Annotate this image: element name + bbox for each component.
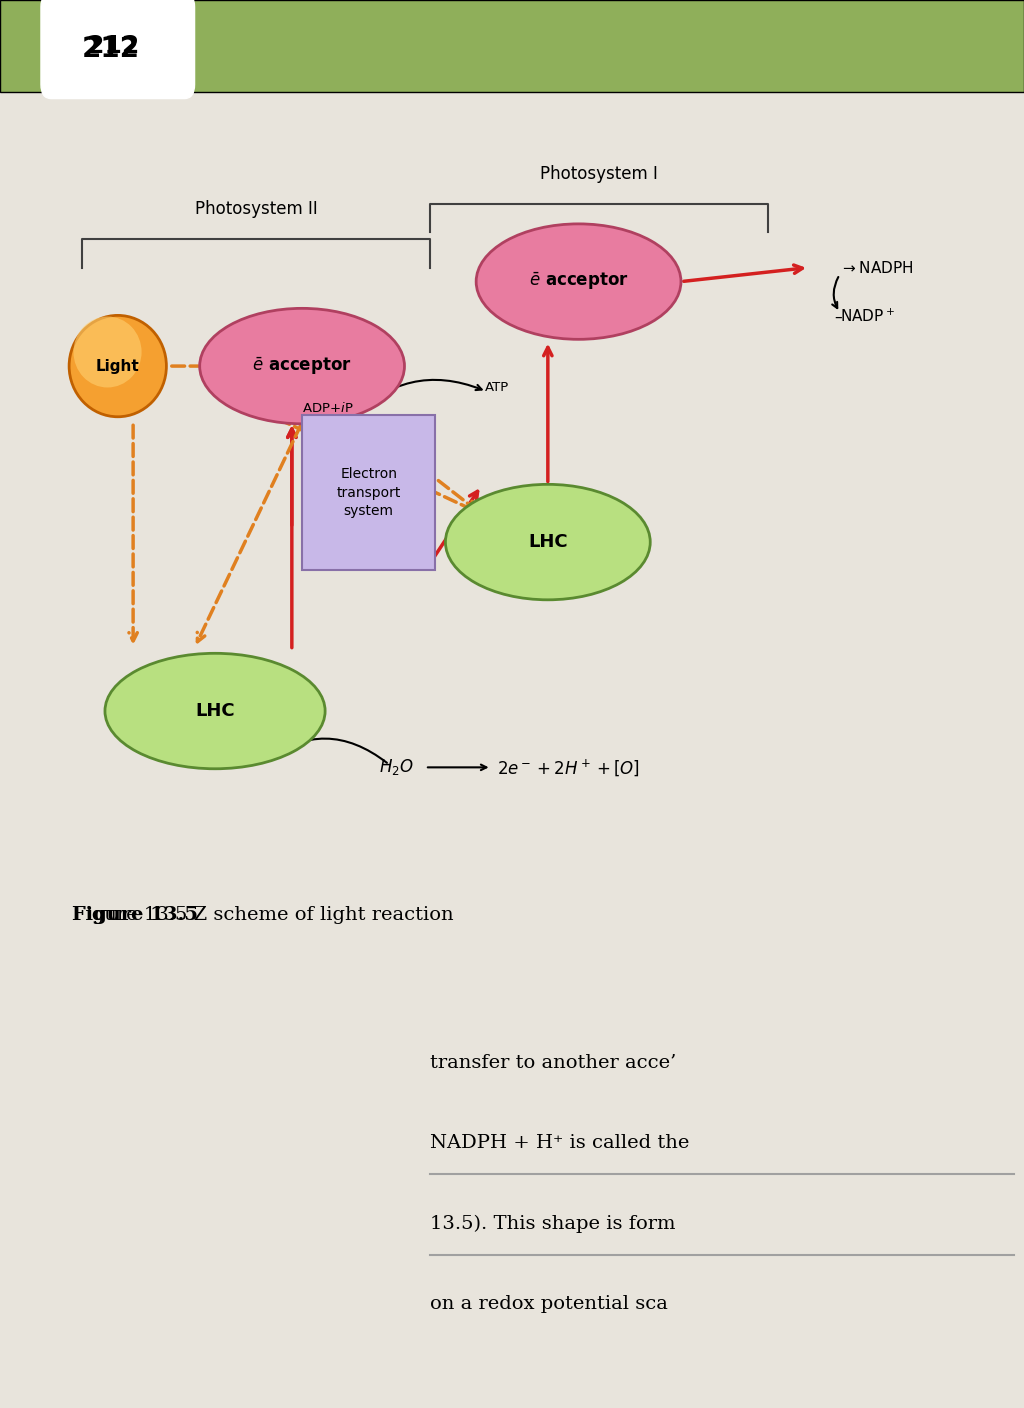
Text: LHC: LHC bbox=[196, 703, 234, 719]
Ellipse shape bbox=[74, 317, 141, 387]
Text: –: – bbox=[835, 310, 842, 324]
Ellipse shape bbox=[70, 315, 166, 417]
Text: NADP$^+$: NADP$^+$ bbox=[840, 308, 894, 325]
Text: Photosystem I: Photosystem I bbox=[540, 165, 658, 183]
Text: ATP: ATP bbox=[484, 380, 509, 394]
Text: Light: Light bbox=[96, 359, 139, 373]
Text: on a redox potential sca: on a redox potential sca bbox=[430, 1295, 668, 1312]
Text: Figure 13.5 Z scheme of light reaction: Figure 13.5 Z scheme of light reaction bbox=[72, 907, 454, 924]
Text: Photosystem II: Photosystem II bbox=[195, 200, 317, 218]
Text: ADP+$i$P: ADP+$i$P bbox=[302, 401, 353, 415]
FancyBboxPatch shape bbox=[0, 0, 1024, 92]
FancyBboxPatch shape bbox=[41, 0, 195, 99]
Text: $H_2O$: $H_2O$ bbox=[379, 758, 414, 777]
Text: 13.5). This shape is form: 13.5). This shape is form bbox=[430, 1215, 676, 1232]
Text: $\rightarrow$NADPH: $\rightarrow$NADPH bbox=[840, 259, 913, 276]
Ellipse shape bbox=[476, 224, 681, 339]
FancyBboxPatch shape bbox=[302, 415, 435, 570]
Ellipse shape bbox=[104, 653, 326, 769]
Text: $\bar{e}$ acceptor: $\bar{e}$ acceptor bbox=[528, 270, 629, 293]
Text: Figure 13.5: Figure 13.5 bbox=[72, 907, 198, 924]
Text: $2e^- + 2H^+ + [O]$: $2e^- + 2H^+ + [O]$ bbox=[497, 758, 640, 777]
Text: $\bar{e}$ acceptor: $\bar{e}$ acceptor bbox=[252, 355, 352, 377]
Text: Electron
transport
system: Electron transport system bbox=[337, 467, 400, 518]
Text: transfer to another acce’: transfer to another acce’ bbox=[430, 1055, 677, 1071]
Text: LHC: LHC bbox=[528, 534, 567, 551]
Ellipse shape bbox=[200, 308, 404, 424]
Text: 212: 212 bbox=[82, 35, 140, 63]
Ellipse shape bbox=[445, 484, 650, 600]
Text: 212: 212 bbox=[87, 34, 139, 59]
Text: NADPH + H⁺ is called the: NADPH + H⁺ is called the bbox=[430, 1135, 689, 1152]
